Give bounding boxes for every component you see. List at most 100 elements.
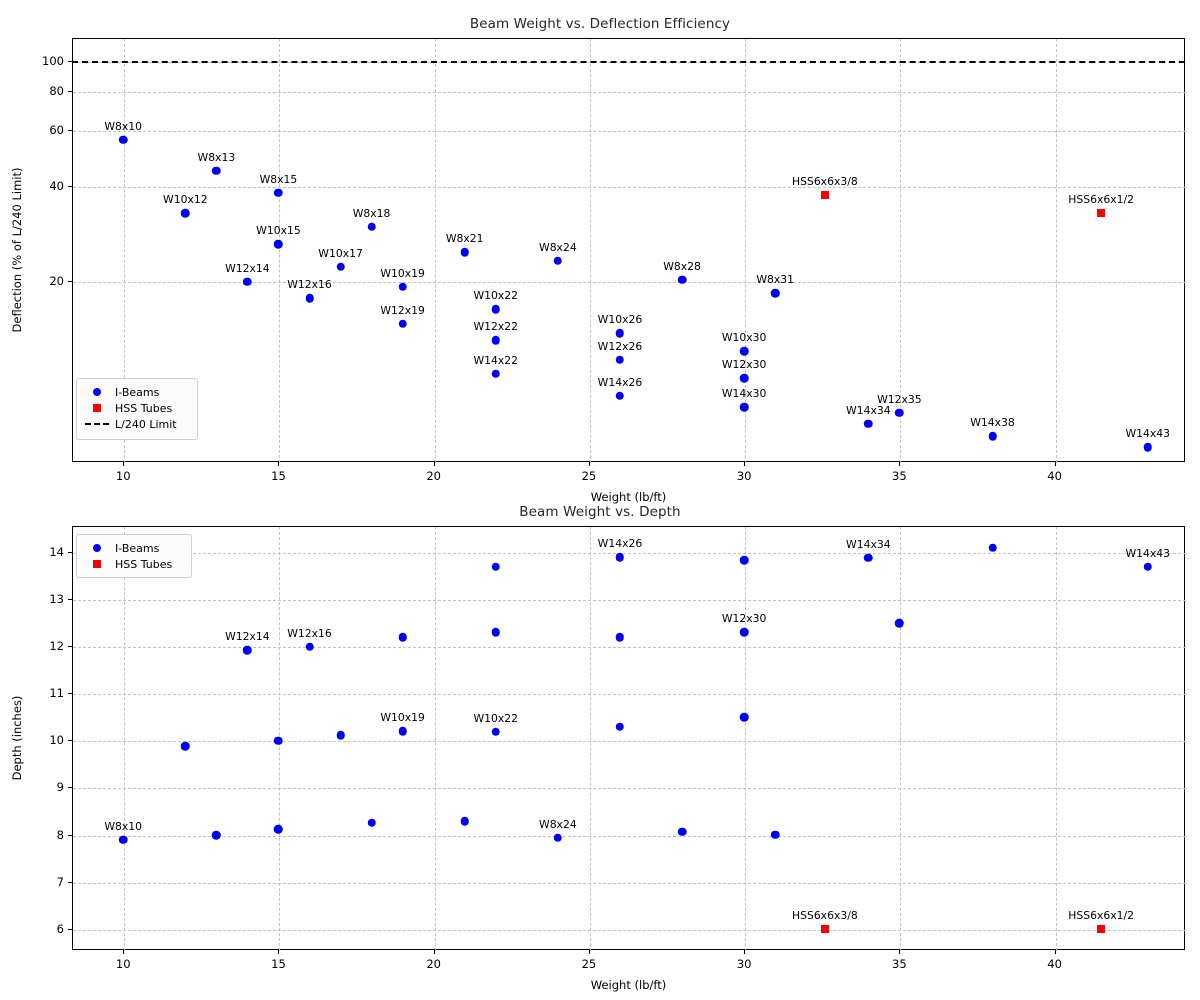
x-tick-mark: [899, 462, 901, 466]
data-point-W8x24: [553, 833, 563, 843]
point-label: W8x24: [539, 240, 577, 254]
point-label: W10x30: [721, 331, 767, 345]
point-label: W8x13: [197, 150, 236, 164]
dashed-line-icon: [85, 423, 109, 425]
square-marker-icon: [93, 404, 101, 412]
x-tick-label: 40: [1047, 957, 1062, 971]
point-label: W12x14: [225, 261, 270, 275]
x-tick-label: 30: [736, 957, 752, 971]
data-point-W10x17: [336, 262, 345, 272]
y-tick-mark: [68, 91, 72, 93]
data-point-W14x22: [491, 562, 501, 572]
grid-line-vertical: [589, 39, 591, 463]
grid-line-horizontal: [73, 281, 1186, 283]
data-point-W14x30: [739, 556, 749, 565]
data-point-W8x31: [770, 830, 780, 839]
data-point-W10x12: [181, 209, 190, 218]
point-label: W8x10: [104, 119, 143, 133]
legend-item: L/240 Limit: [84, 416, 189, 432]
point-label: W10x22: [473, 289, 519, 303]
data-point-W10x17: [336, 730, 345, 740]
data-point-HSS6x6x1-2: [1097, 209, 1106, 218]
point-label: W10x22: [473, 711, 519, 725]
point-label: W12x14: [225, 630, 270, 644]
point-label: W10x19: [380, 711, 425, 725]
data-point-W10x30: [739, 347, 749, 356]
data-point-W8x10: [118, 135, 128, 145]
data-point-W8x13: [212, 830, 221, 840]
legend-marker-circle: [84, 387, 110, 397]
x-tick-label: 35: [892, 957, 907, 971]
data-point-W8x15: [274, 825, 283, 834]
data-point-W12x14: [243, 646, 252, 655]
point-label: W8x21: [445, 232, 484, 246]
data-point-W12x26: [615, 632, 625, 642]
grid-line-vertical: [745, 39, 747, 463]
point-label: W10x19: [380, 266, 425, 280]
legend-marker-square: [84, 404, 110, 412]
y-tick-mark: [68, 740, 72, 742]
point-label: W10x26: [597, 313, 643, 327]
point-label: W12x16: [287, 626, 332, 640]
data-point-W14x26: [615, 552, 625, 562]
x-tick-mark: [1054, 462, 1056, 466]
point-label: W8x18: [352, 206, 391, 220]
data-point-W10x26: [615, 328, 625, 338]
grid-line-horizontal: [73, 835, 1186, 837]
point-label: W14x22: [473, 353, 519, 367]
data-point-W10x15: [274, 736, 283, 746]
x-tick-mark: [123, 950, 125, 954]
point-label: W10x12: [163, 193, 208, 207]
point-label: HSS6x6x1/2: [1068, 908, 1135, 922]
y-tick-mark: [68, 185, 72, 187]
data-point-W14x30: [739, 403, 749, 412]
x-tick-mark: [744, 462, 746, 466]
data-point-W8x31: [770, 289, 780, 298]
y-tick-mark: [68, 787, 72, 789]
data-point-W14x38: [988, 543, 997, 552]
data-point-W10x15: [274, 239, 283, 249]
x-tick-label: 25: [581, 957, 597, 971]
point-label: W14x43: [1125, 427, 1171, 441]
legend-item: HSS Tubes: [84, 400, 189, 416]
point-label: W14x26: [597, 375, 643, 389]
data-point-W8x18: [367, 222, 376, 231]
legend-label: HSS Tubes: [115, 557, 173, 571]
data-point-W8x13: [212, 166, 221, 176]
x-tick-label: 30: [736, 469, 752, 483]
x-tick-label: 20: [426, 957, 441, 971]
data-point-W10x26: [615, 722, 625, 731]
data-point-HSS6x6x3-8: [820, 191, 829, 199]
y-tick-mark: [68, 130, 72, 132]
y-tick-label: 80: [49, 84, 64, 99]
y-tick-label: 60: [49, 123, 64, 138]
grid-line-vertical: [1055, 527, 1057, 951]
x-tick-mark: [744, 950, 746, 954]
x-tick-label: 25: [581, 469, 597, 483]
square-marker-icon: [93, 560, 101, 568]
data-point-W14x26: [615, 391, 625, 401]
grid-line-vertical: [589, 527, 591, 951]
data-point-W10x12: [181, 742, 190, 751]
grid-line-vertical: [124, 39, 126, 463]
grid-line-horizontal: [73, 552, 1186, 554]
x-tick-label: 40: [1047, 469, 1062, 483]
x-tick-mark: [278, 462, 280, 466]
y-tick-label: 20: [49, 273, 64, 288]
y-tick-mark: [68, 928, 72, 930]
legend-label: HSS Tubes: [115, 401, 173, 415]
data-point-W12x35: [895, 408, 904, 417]
data-point-W14x43: [1143, 443, 1152, 452]
data-point-W8x10: [118, 835, 128, 844]
plot-area-deflection: [72, 38, 1186, 463]
point-label: W14x43: [1125, 546, 1171, 560]
chart-title-deflection: Beam Weight vs. Deflection Efficiency: [469, 16, 731, 32]
grid-line-horizontal: [73, 882, 1186, 884]
data-point-W14x38: [988, 431, 997, 441]
grid-line-vertical: [279, 39, 281, 463]
legend-marker-dash: [84, 423, 110, 425]
grid-line-horizontal: [73, 694, 1186, 696]
data-point-W8x21: [460, 247, 469, 257]
grid-line-horizontal: [73, 92, 1186, 94]
